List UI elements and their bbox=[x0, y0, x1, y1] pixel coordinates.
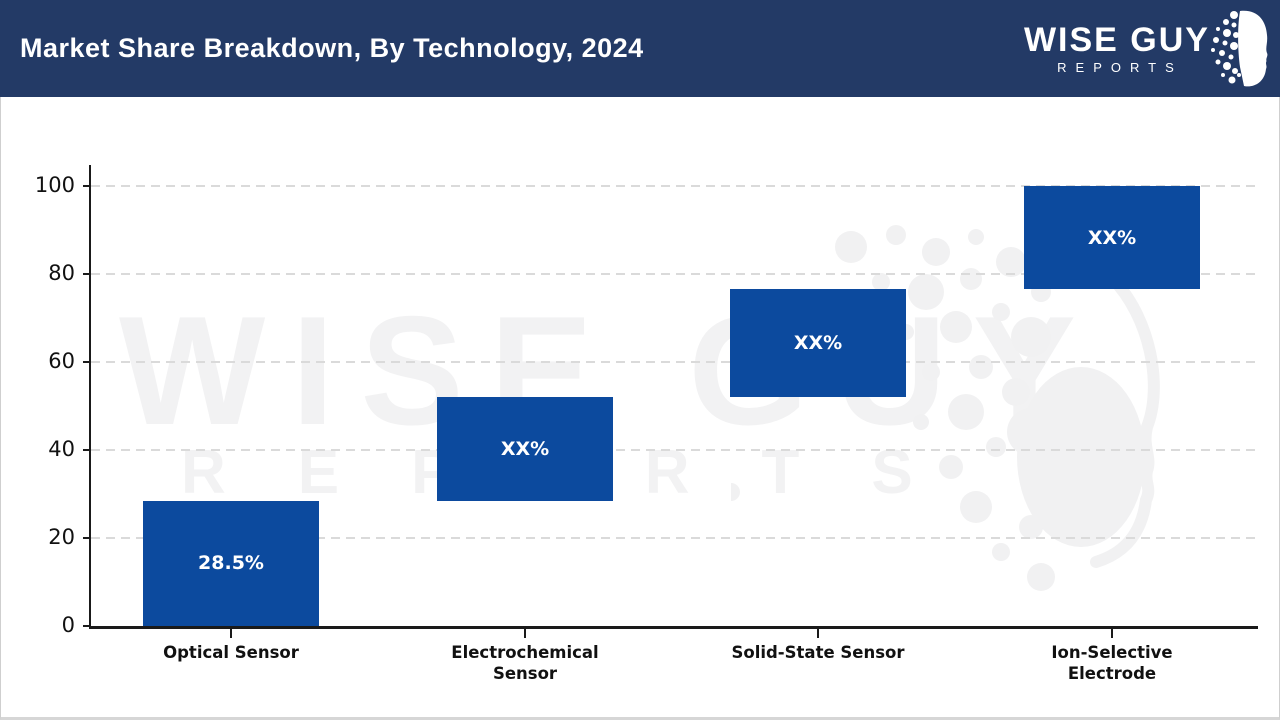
bar-1: 28.5% bbox=[143, 500, 319, 626]
bar-2: XX% bbox=[437, 397, 613, 501]
bar-value-label: XX% bbox=[793, 332, 843, 355]
gridline-y20 bbox=[91, 537, 1256, 539]
gridline-y80 bbox=[91, 273, 1256, 275]
y-axis-tick-label: 60 bbox=[48, 349, 75, 373]
y-axis-tick bbox=[83, 537, 91, 539]
header-band: Market Share Breakdown, By Technology, 2… bbox=[0, 0, 1280, 97]
y-axis-tick bbox=[83, 449, 91, 451]
bar-3: XX% bbox=[730, 289, 906, 398]
x-axis-category-label: Optical Sensor bbox=[163, 643, 299, 662]
y-axis-tick bbox=[83, 273, 91, 275]
logo-text: WISE GUY REPORTS bbox=[1024, 23, 1210, 74]
x-axis-category-label: Ion-Selective Electrode bbox=[1051, 643, 1173, 684]
gridline-y40 bbox=[91, 449, 1256, 451]
wise-guy-reports-logo: WISE GUY REPORTS bbox=[1024, 9, 1268, 89]
gridline-y100 bbox=[91, 185, 1256, 187]
gridline-y60 bbox=[91, 361, 1256, 363]
page-title: Market Share Breakdown, By Technology, 2… bbox=[20, 33, 644, 63]
bar-value-label: XX% bbox=[500, 437, 550, 460]
bar-4: XX% bbox=[1024, 186, 1200, 290]
y-axis-tick-label: 0 bbox=[61, 613, 75, 637]
x-axis-spine bbox=[89, 626, 1258, 629]
logo-wordmark: WISE GUY bbox=[1023, 21, 1210, 59]
logo-face-icon bbox=[1211, 10, 1268, 86]
bar-value-label: XX% bbox=[1087, 226, 1137, 249]
bar-value-label: 28.5% bbox=[198, 552, 264, 575]
x-axis-tick bbox=[817, 629, 819, 638]
y-axis-tick-label: 20 bbox=[48, 525, 75, 549]
y-axis-tick bbox=[83, 361, 91, 363]
x-axis-category-label: Electrochemical Sensor bbox=[451, 643, 599, 684]
x-axis-category-label: Solid-State Sensor bbox=[731, 643, 905, 662]
y-axis-tick-label: 80 bbox=[48, 261, 75, 285]
x-axis-tick bbox=[1111, 629, 1113, 638]
y-axis-tick-label: 100 bbox=[34, 173, 75, 197]
x-axis-tick bbox=[230, 629, 232, 638]
x-axis-tick bbox=[524, 629, 526, 638]
y-axis-tick bbox=[83, 185, 91, 187]
y-axis-tick bbox=[83, 625, 91, 627]
y-axis-spine bbox=[89, 165, 91, 628]
chart-canvas: WISE GUY REPORTS 02040608010028.5%Optica… bbox=[0, 97, 1280, 720]
logo-subtitle: REPORTS bbox=[1057, 60, 1183, 75]
y-axis-tick-label: 40 bbox=[48, 437, 75, 461]
